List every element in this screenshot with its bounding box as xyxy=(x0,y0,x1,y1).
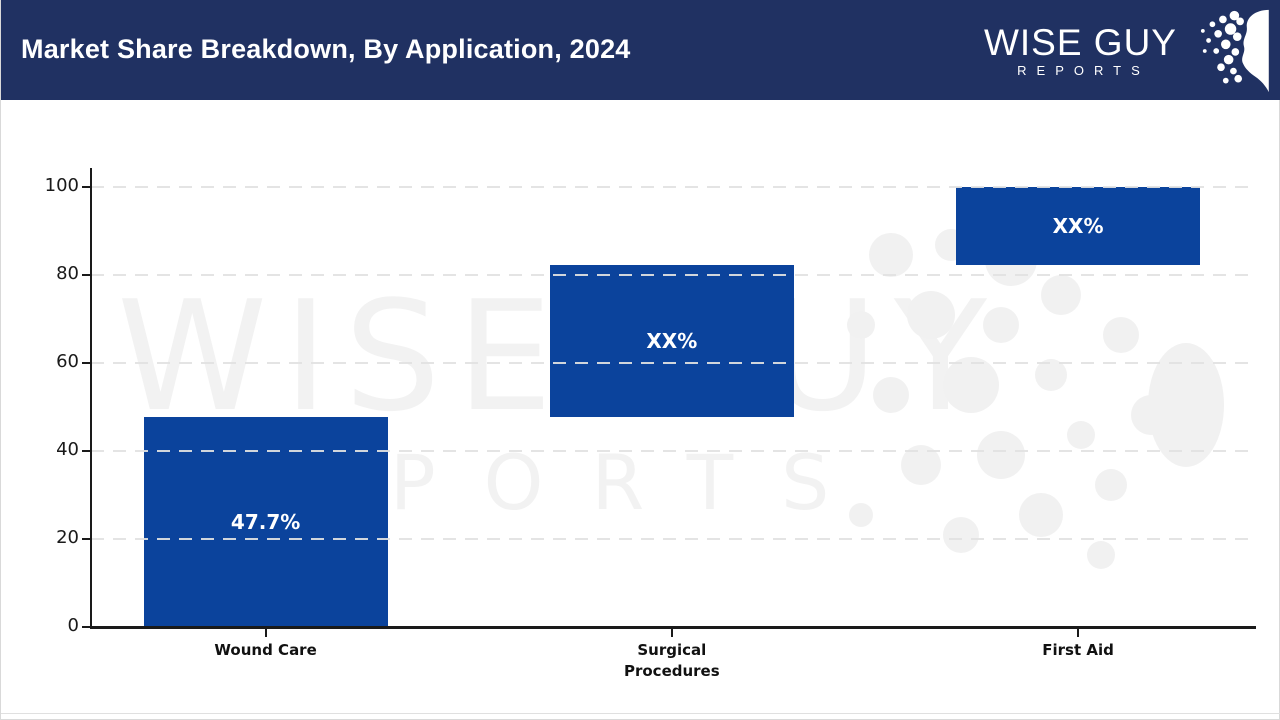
bottom-divider xyxy=(1,713,1280,714)
gridline xyxy=(91,186,1255,188)
bar-value-label: XX% xyxy=(1052,213,1104,238)
y-tick-mark xyxy=(82,626,90,628)
gridline xyxy=(91,450,1255,452)
x-tick-mark xyxy=(264,629,267,637)
gridline xyxy=(91,362,1255,364)
x-tick-mark xyxy=(670,629,673,637)
gridline xyxy=(91,274,1255,276)
logo-wordmark: WISE GUY xyxy=(983,22,1177,63)
y-tick-label: 80 xyxy=(56,263,79,284)
gridline xyxy=(91,538,1255,540)
page-title: Market Share Breakdown, By Application, … xyxy=(21,34,631,64)
y-tick-mark xyxy=(82,274,90,276)
logo-subtitle: REPORTS xyxy=(1017,63,1150,78)
bar-value-label: 47.7% xyxy=(230,510,301,535)
bar-surgical-procedures xyxy=(549,264,794,418)
y-tick-mark xyxy=(82,186,90,188)
y-tick-mark xyxy=(82,362,90,364)
y-tick-label: 100 xyxy=(44,175,79,196)
y-tick-label: 20 xyxy=(56,527,79,548)
y-tick-label: 60 xyxy=(56,351,79,372)
header-bar: Market Share Breakdown, By Application, … xyxy=(1,0,1280,100)
y-tick-label: 0 xyxy=(67,615,79,636)
x-axis-line xyxy=(90,626,1256,629)
bar-wound-care xyxy=(143,417,388,627)
dotted-face-icon xyxy=(1200,9,1269,93)
x-category-label: First Aid xyxy=(1042,641,1114,659)
x-tick-mark xyxy=(1077,629,1080,637)
bar-value-label: XX% xyxy=(646,329,698,353)
y-axis-line xyxy=(90,168,92,629)
wise-guy-reports-logo: WISE GUY REPORTS xyxy=(984,8,1271,94)
y-tick-mark xyxy=(82,538,90,540)
x-category-label: Wound Care xyxy=(214,641,317,659)
logo-text: WISE GUY REPORTS xyxy=(984,23,1177,79)
x-category-label: Surgical Procedures xyxy=(623,641,720,680)
y-tick-label: 40 xyxy=(56,439,79,460)
y-tick-mark xyxy=(82,450,90,452)
